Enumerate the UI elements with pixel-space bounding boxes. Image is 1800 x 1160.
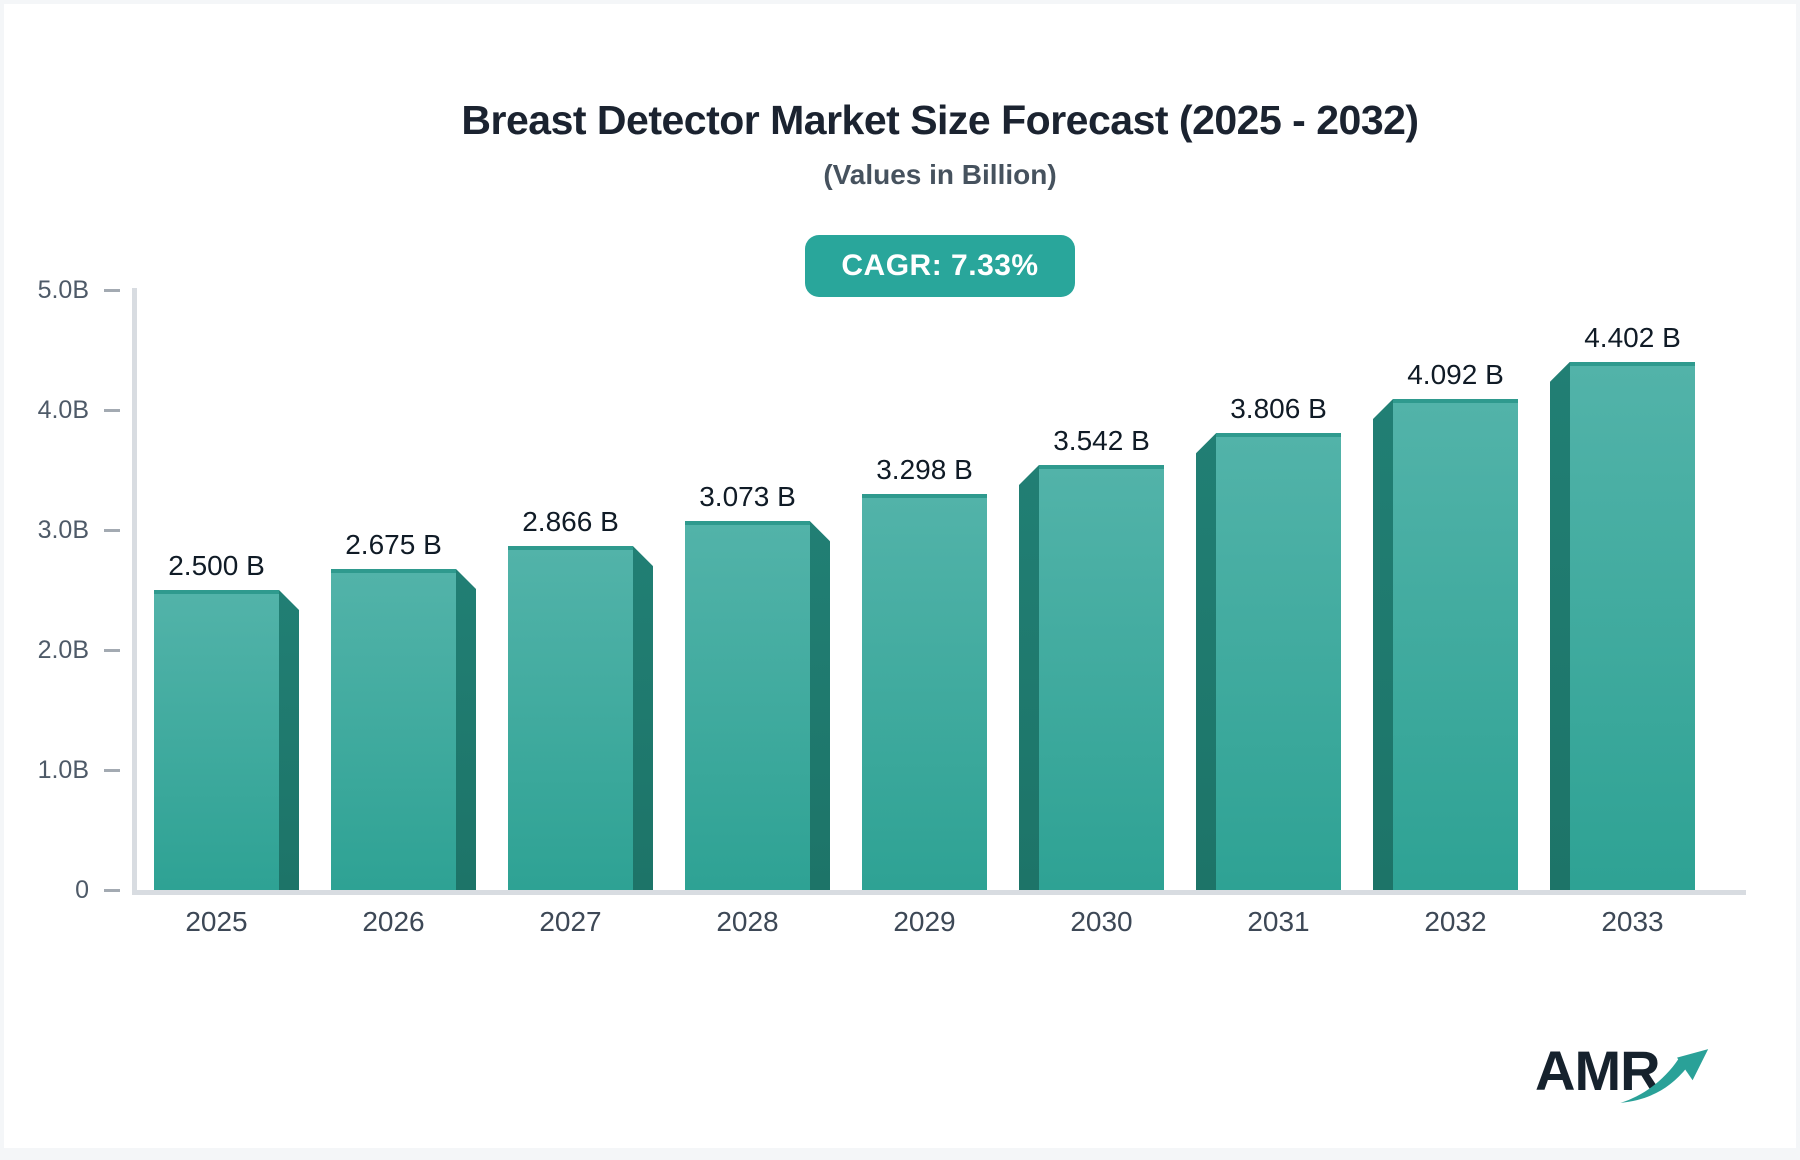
bar-value-label: 3.542 B bbox=[1053, 424, 1150, 456]
bar-value-label: 2.500 B bbox=[168, 550, 265, 581]
y-axis-tick-label: 0 bbox=[75, 876, 89, 904]
bar-face bbox=[1216, 433, 1341, 890]
y-axis-tick bbox=[104, 889, 120, 892]
x-axis-label: 2028 bbox=[716, 906, 779, 937]
y-axis-tick-label: 3.0B bbox=[37, 516, 89, 544]
bar-face bbox=[154, 590, 279, 890]
bar: 3.298 B bbox=[862, 454, 987, 890]
x-axis-label: 2026 bbox=[362, 906, 425, 937]
bar-side-face bbox=[1373, 398, 1393, 890]
y-axis-tick-label: 1.0B bbox=[37, 756, 89, 784]
x-axis-label: 2031 bbox=[1247, 906, 1310, 937]
bar-face bbox=[1393, 398, 1518, 890]
y-axis-tick bbox=[104, 529, 120, 532]
plot-area: 5.0B 4.0B 3.0B 2.0B 1.0B 0 2.500 B 2.675 B 2.86… bbox=[4, 4, 1800, 1160]
bar-face bbox=[685, 521, 810, 890]
bar-value-label: 4.402 B bbox=[1584, 321, 1681, 353]
growth-arrow-icon bbox=[1620, 1049, 1709, 1103]
y-axis-tick bbox=[104, 649, 120, 652]
chart-subtitle: (Values in Billion) bbox=[823, 159, 1057, 191]
bar-value-label: 2.866 B bbox=[522, 506, 619, 538]
bar-value-label: 3.298 B bbox=[876, 454, 973, 486]
x-axis-label: 2027 bbox=[539, 906, 602, 937]
amr-logo-text: AMR bbox=[1535, 1039, 1661, 1102]
bar: 2.866 B bbox=[508, 506, 653, 890]
bar-face bbox=[508, 546, 633, 890]
bar-face bbox=[331, 569, 456, 890]
bar-face bbox=[1039, 464, 1164, 890]
bar: 3.806 B bbox=[1196, 393, 1341, 890]
bar-side-face bbox=[1550, 361, 1570, 890]
y-axis-tick-label: 5.0B bbox=[37, 276, 89, 304]
y-axis-tick-label: 4.0B bbox=[37, 396, 89, 424]
bar-value-label: 3.806 B bbox=[1230, 393, 1327, 425]
x-axis-label: 2030 bbox=[1070, 906, 1133, 937]
bar-value-label: 4.092 B bbox=[1407, 358, 1504, 390]
bar: 4.092 B bbox=[1373, 359, 1518, 890]
amr-logo: AMR bbox=[1535, 1040, 1775, 1115]
bar: 2.675 B bbox=[331, 529, 476, 890]
bar-value-label: 2.675 B bbox=[345, 529, 442, 560]
y-axis-tick bbox=[104, 289, 120, 292]
y-axis-line bbox=[132, 288, 137, 895]
bar: 3.073 B bbox=[685, 481, 830, 890]
x-axis-label: 2025 bbox=[185, 906, 248, 937]
bar-side-face bbox=[810, 521, 830, 890]
bar: 3.542 B bbox=[1019, 425, 1164, 890]
chart-card: Breast Detector Market Size Forecast (20… bbox=[4, 4, 1796, 1148]
bar-side-face bbox=[1019, 464, 1039, 890]
x-axis-label: 2029 bbox=[893, 906, 956, 937]
y-axis-tick bbox=[104, 409, 120, 412]
bar: 2.500 B bbox=[154, 550, 299, 890]
bar-side-face bbox=[279, 590, 299, 890]
bar-value-label: 3.073 B bbox=[699, 481, 796, 513]
cagr-badge: CAGR: 7.33% bbox=[805, 235, 1075, 298]
bar-side-face bbox=[1196, 433, 1216, 890]
bar-face bbox=[1570, 361, 1695, 890]
bar-face bbox=[862, 494, 987, 890]
bar: 4.402 B bbox=[1550, 322, 1695, 890]
y-axis-tick-label: 2.0B bbox=[37, 636, 89, 664]
bar-side-face bbox=[456, 569, 476, 890]
x-axis-label: 2032 bbox=[1424, 906, 1487, 937]
y-axis-tick bbox=[104, 769, 120, 772]
bar-side-face bbox=[633, 546, 653, 890]
x-axis-label: 2033 bbox=[1601, 906, 1664, 937]
x-axis-line bbox=[132, 890, 1746, 895]
chart-title: Breast Detector Market Size Forecast (20… bbox=[461, 97, 1419, 143]
chart-header: Breast Detector Market Size Forecast (20… bbox=[134, 96, 1746, 298]
